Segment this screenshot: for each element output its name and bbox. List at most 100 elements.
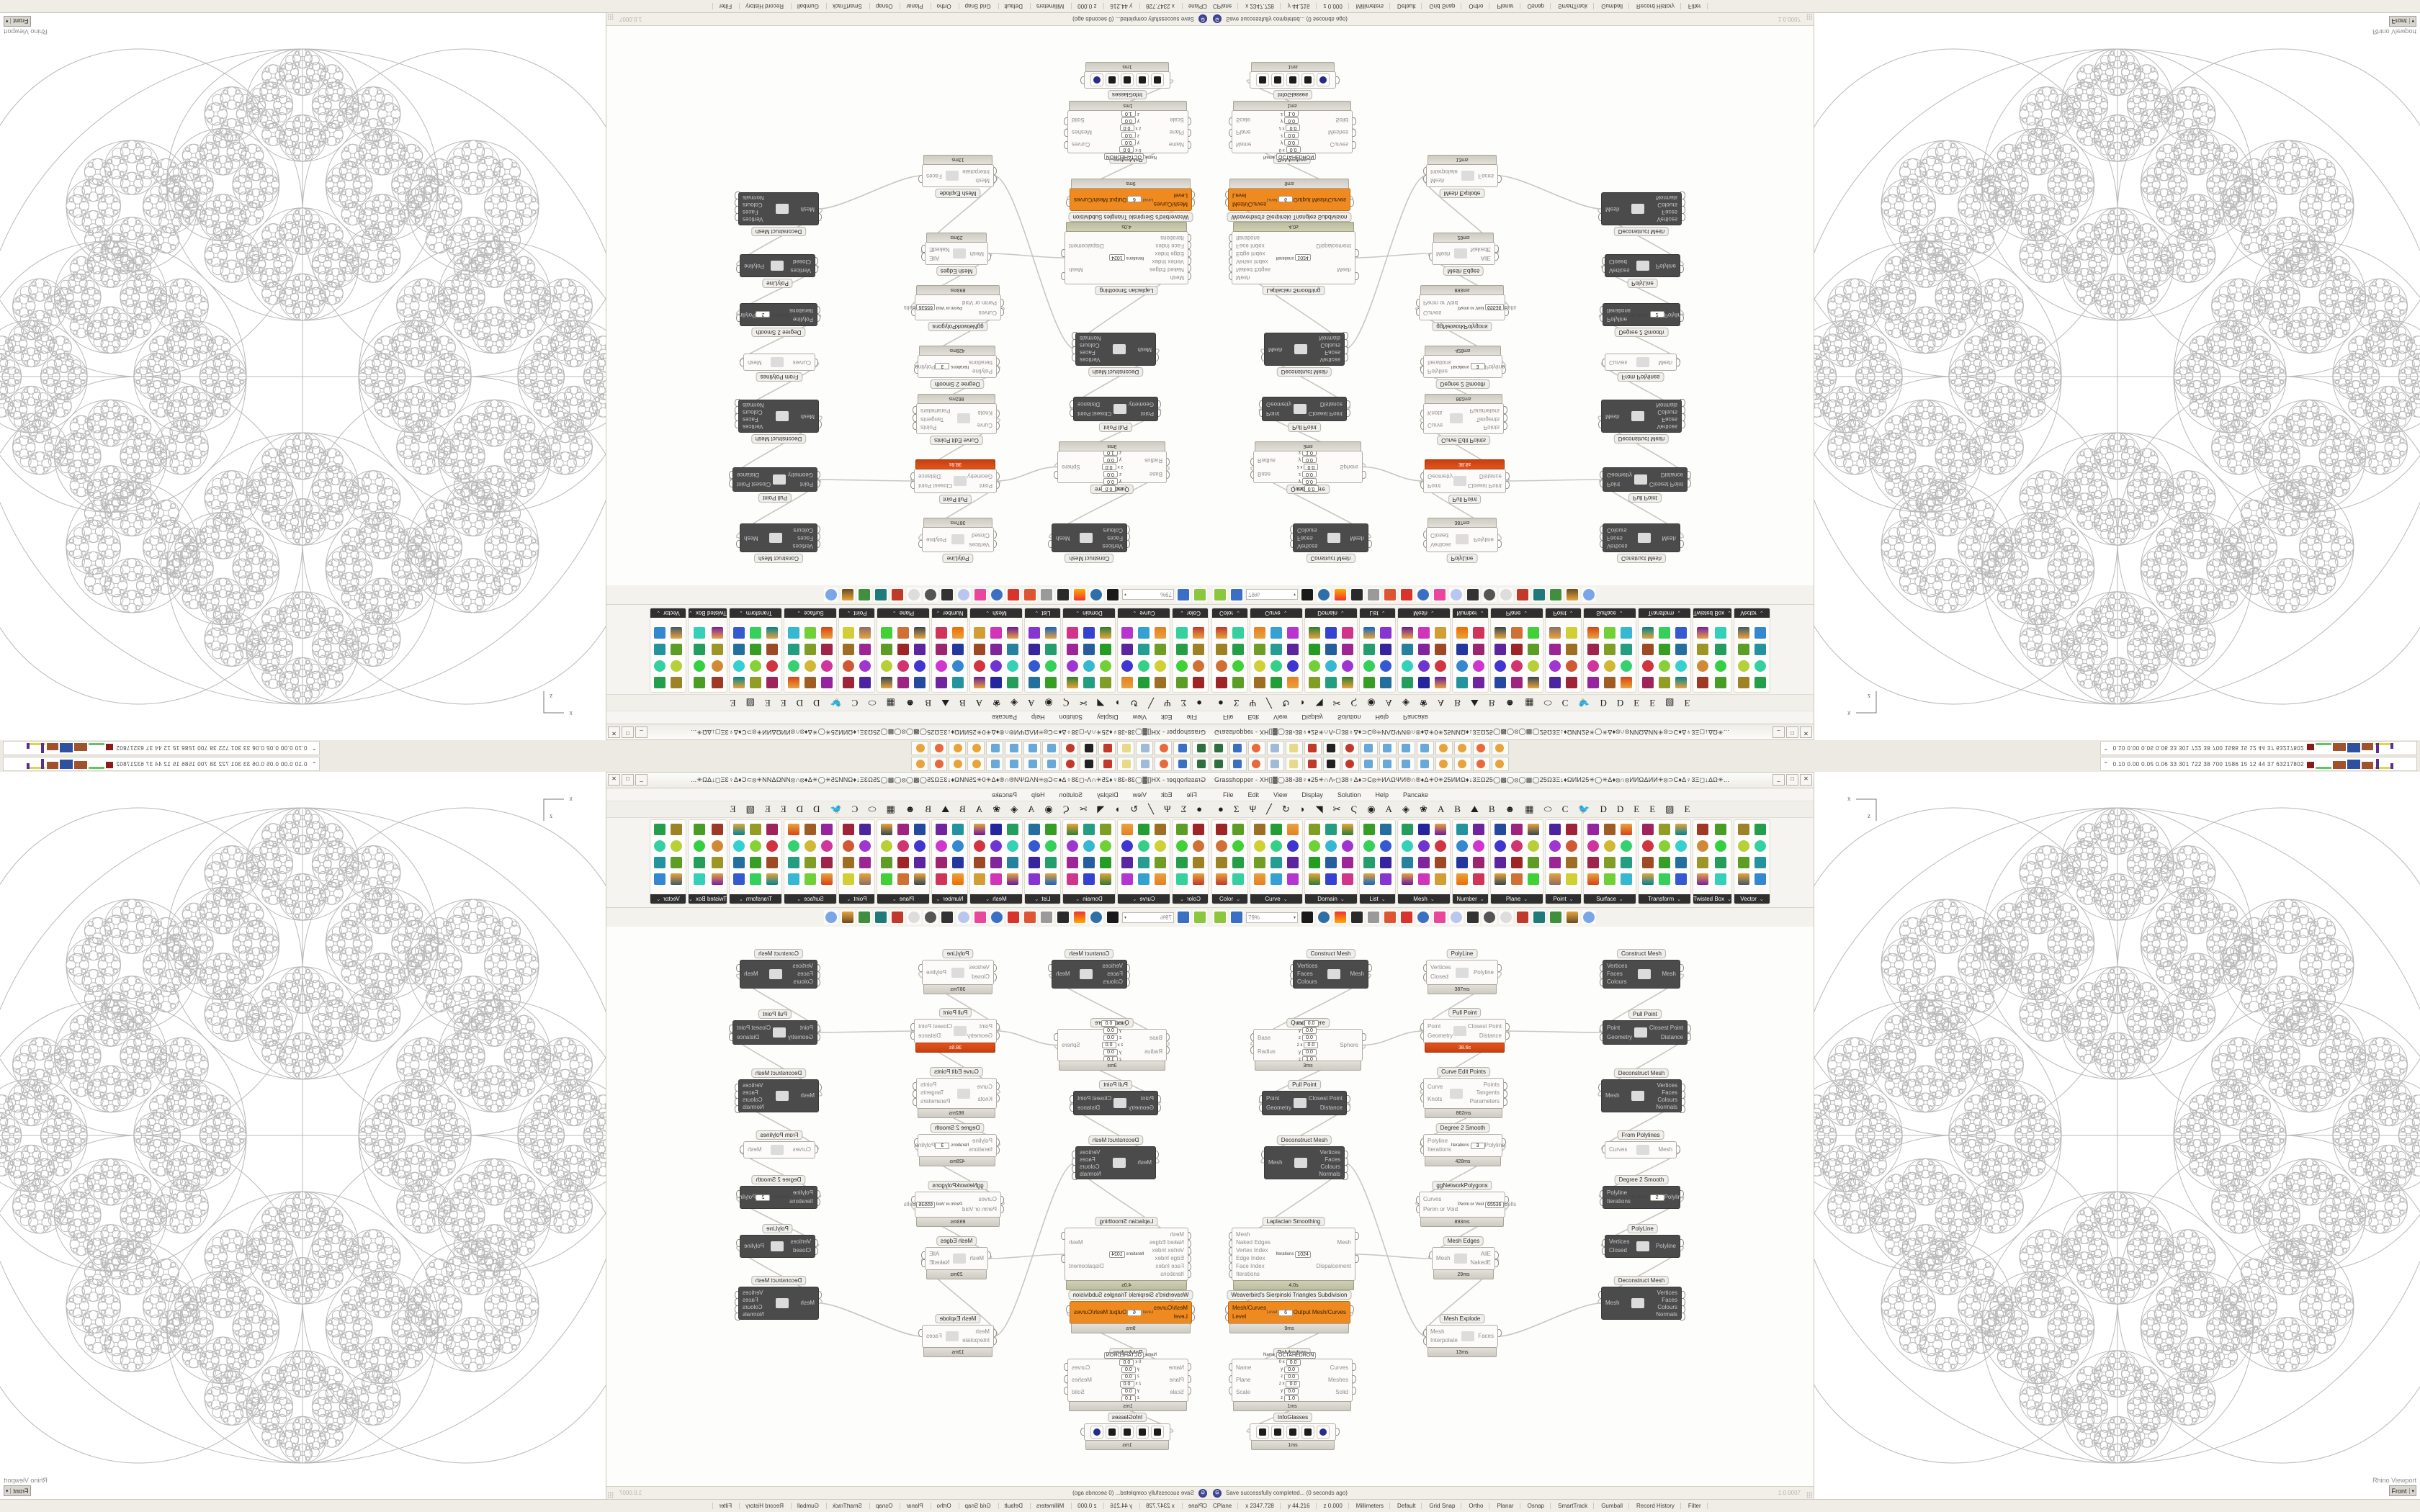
component-icon[interactable]	[912, 642, 928, 657]
input-param[interactable]: Point	[1607, 481, 1632, 488]
open-file-icon[interactable]	[1213, 588, 1227, 602]
component-icon[interactable]	[1119, 871, 1135, 887]
component-icon[interactable]	[1268, 642, 1284, 657]
node-body[interactable]: Polyline Iterations Iterations 2 Polyline	[735, 1186, 817, 1209]
component-icon[interactable]	[1433, 675, 1448, 690]
gh-tab-7[interactable]: ✂	[1074, 804, 1092, 815]
component-icon[interactable]	[1752, 871, 1769, 887]
component-icon[interactable]	[668, 871, 684, 887]
component-icon[interactable]	[879, 855, 895, 870]
component-icon[interactable]	[1492, 675, 1508, 690]
component-icon[interactable]	[1191, 838, 1206, 854]
open-file-icon[interactable]	[1193, 910, 1207, 924]
gh-tab-9[interactable]: ◉	[1039, 804, 1057, 815]
input-param[interactable]: Iterations	[969, 1146, 992, 1153]
component-icon[interactable]	[879, 658, 895, 674]
input-param[interactable]: Scale	[1236, 1389, 1251, 1396]
input-param[interactable]: Mesh	[1436, 250, 1451, 257]
input-param[interactable]: Closed	[791, 1247, 811, 1254]
gh-tab-7[interactable]: ✂	[1328, 804, 1346, 815]
output-param[interactable]: Cells	[904, 304, 917, 311]
component-icon[interactable]	[1252, 822, 1268, 837]
input-param[interactable]: Naked Edges	[1150, 1239, 1184, 1246]
component-icon[interactable]	[1454, 675, 1470, 690]
component-icon[interactable]	[1285, 822, 1301, 837]
component-icon[interactable]	[1268, 625, 1284, 641]
input-param[interactable]: Geometry	[1266, 401, 1291, 408]
copy-icon[interactable]	[1286, 741, 1303, 755]
output-param[interactable]: Faces	[743, 1089, 764, 1097]
component-icon[interactable]	[668, 675, 684, 690]
component-icon[interactable]	[1026, 855, 1042, 870]
component-icon[interactable]	[1268, 658, 1284, 674]
shade-icon[interactable]	[1482, 588, 1497, 602]
ribbon-group-label[interactable]: Color ⌄	[1212, 608, 1247, 618]
component-icon[interactable]	[1585, 855, 1601, 870]
layer-icon-2[interactable]	[1023, 741, 1041, 755]
component-icon[interactable]	[1043, 855, 1059, 870]
grasshopper-titlebar[interactable]: Grasshopper - XH[]▓◯38▫38♀♦25✳∩Λ▫◻38♀Δ♦⊃…	[606, 724, 1210, 740]
component-icon[interactable]	[950, 642, 966, 657]
output-param[interactable]: Mesh	[1662, 534, 1676, 541]
component-icon[interactable]	[879, 642, 895, 657]
component-icon[interactable]	[786, 658, 802, 674]
node-construct-mesh-1[interactable]: Construct Mesh Vertices Faces Colours Mesh	[1290, 523, 1372, 563]
node-polyline-1[interactable]: PolyLine Vertices Closed Polyline 387ms	[918, 949, 997, 994]
balloon-icon[interactable]	[956, 588, 971, 602]
node-body[interactable]: Mesh Vertices Faces Colours Normals	[1075, 1146, 1156, 1179]
component-icon[interactable]	[1361, 855, 1377, 870]
ghcs-icon[interactable]	[1549, 588, 1563, 602]
component-icon[interactable]	[1564, 822, 1579, 837]
field-value[interactable]: 0.0	[1286, 146, 1301, 153]
component-icon[interactable]	[1695, 855, 1711, 870]
component-icon[interactable]	[1174, 675, 1190, 690]
output-param[interactable]: Points	[1470, 423, 1500, 431]
node-body[interactable]: Mesh AllE NakedE	[925, 242, 988, 265]
input-param[interactable]: Curve	[977, 421, 992, 428]
input-param[interactable]: Base	[1144, 470, 1162, 477]
input-param[interactable]: Curves	[793, 1146, 811, 1153]
input-param[interactable]: Mesh	[800, 1092, 815, 1099]
status-segment-5[interactable]: Default	[998, 3, 1023, 9]
component-icon[interactable]	[933, 675, 949, 690]
output-param[interactable]: Polyline	[744, 1243, 764, 1250]
ghvb-icon[interactable]	[1565, 910, 1579, 924]
profiler-icon[interactable]	[1039, 910, 1054, 924]
input-param[interactable]: Geometry	[788, 1034, 813, 1041]
infoglasses-toggles[interactable]	[1256, 1424, 1330, 1440]
output-param[interactable]: Tangents	[1470, 415, 1500, 423]
field-value[interactable]: 6	[1278, 196, 1294, 203]
component-icon[interactable]	[731, 625, 747, 641]
input-param[interactable]: Colours	[1297, 526, 1317, 534]
viewport-view-combo[interactable]: Front ▾	[2389, 16, 2416, 27]
component-icon[interactable]	[1602, 838, 1618, 854]
gh-tab-0[interactable]: ●	[1191, 697, 1207, 708]
resize-grip[interactable]	[1806, 14, 1812, 20]
output-param[interactable]: Parameters	[1470, 1098, 1500, 1105]
gh-tab-1[interactable]: Σ	[1176, 697, 1192, 708]
output-param[interactable]: AllE	[1471, 254, 1491, 261]
component-icon[interactable]	[1713, 625, 1729, 641]
component-icon[interactable]	[1695, 642, 1711, 657]
output-param[interactable]: Tangents	[1470, 1089, 1500, 1097]
component-icon[interactable]	[1585, 658, 1601, 674]
status-segment-0[interactable]: CPlane	[1213, 1503, 1239, 1509]
node-body[interactable]: Mesh AllE NakedE	[925, 1247, 988, 1270]
output-param[interactable]: Colours	[743, 408, 764, 415]
status-segment-8[interactable]: Planar	[900, 3, 923, 9]
component-icon[interactable]	[1323, 838, 1339, 854]
input-param[interactable]: Knots	[1428, 1096, 1443, 1103]
output-param[interactable]: Polyline	[926, 969, 946, 976]
field-value[interactable]: 6	[1278, 1309, 1294, 1316]
component-icon[interactable]	[1136, 658, 1152, 674]
component-icon[interactable]	[1454, 871, 1470, 887]
ghcs-icon[interactable]	[857, 910, 871, 924]
rotate-icon-1[interactable]	[967, 741, 985, 755]
ribbon-group-label[interactable]: Vector ⌄	[1734, 608, 1770, 618]
component-icon[interactable]	[1471, 871, 1487, 887]
gh-tab-20[interactable]: C	[847, 804, 864, 815]
gh-tab-14[interactable]: B	[954, 804, 971, 815]
document-icon[interactable]	[1006, 910, 1021, 924]
component-icon[interactable]	[1378, 838, 1394, 854]
